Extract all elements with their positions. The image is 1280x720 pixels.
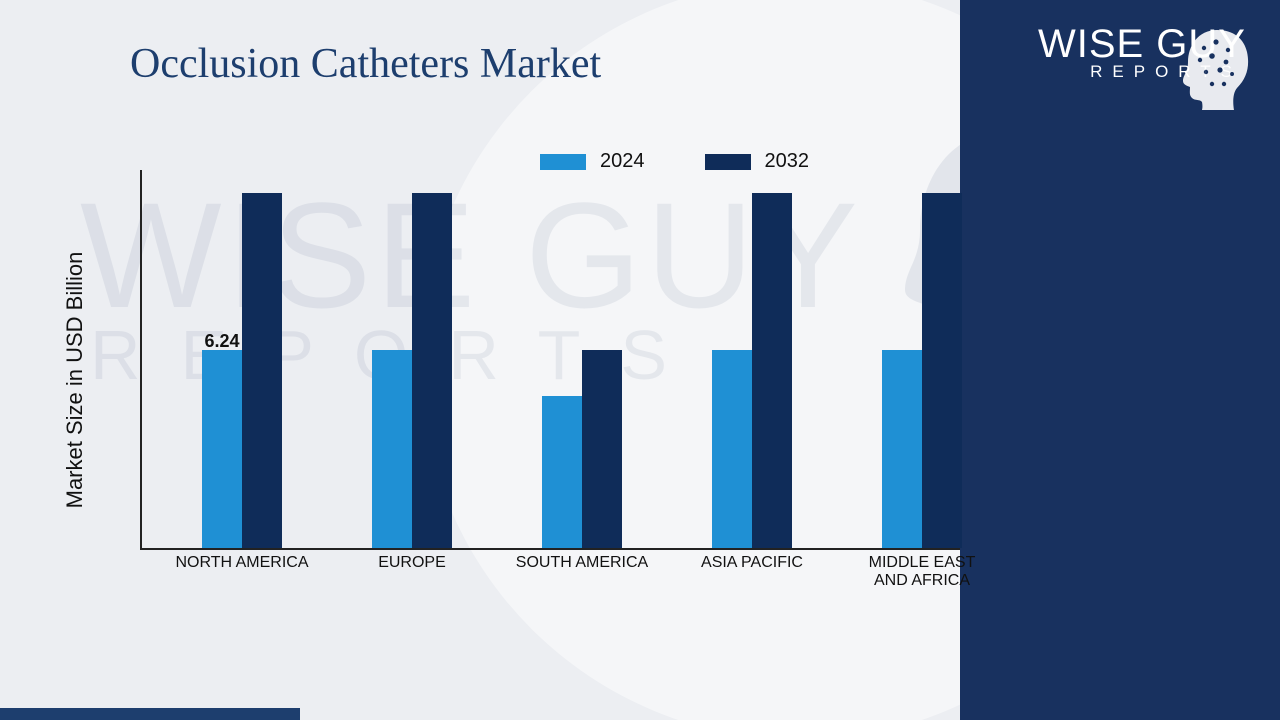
logo-head-icon	[1182, 28, 1252, 110]
category-label: NORTH AMERICA	[172, 554, 312, 572]
brand-logo: WISE GUY REPORTS	[986, 24, 1246, 82]
bar-2024	[542, 396, 582, 548]
bar-2024	[712, 350, 752, 548]
bar-2032	[582, 350, 622, 548]
category-label: ASIA PACIFIC	[682, 554, 822, 572]
category-label: SOUTH AMERICA	[512, 554, 652, 572]
bar-2032	[242, 193, 282, 548]
legend-swatch-2032	[705, 154, 751, 170]
value-label: 6.24	[204, 331, 239, 352]
chart: Market Size in USD Billion NORTH AMERICA…	[100, 170, 960, 590]
page-title: Occlusion Catheters Market	[130, 40, 601, 88]
bar-2032	[922, 193, 962, 548]
bar-group: EUROPE	[372, 193, 452, 548]
bar-2024	[202, 350, 242, 548]
bar-2024	[882, 350, 922, 548]
plot-area: NORTH AMERICA EUROPE SOUTH AMERICA ASIA PAC…	[140, 170, 960, 550]
stage: WISE GUY REPORTS Occlusion Catheters Mar…	[0, 0, 1280, 720]
bar-group: ASIA PACIFIC	[712, 193, 792, 548]
bar-2024	[372, 350, 412, 548]
bottom-left-accent	[0, 708, 300, 720]
category-label: MIDDLE EAST AND AFRICA	[852, 554, 992, 591]
bar-group: MIDDLE EAST AND AFRICA	[882, 193, 962, 548]
bar-2032	[752, 193, 792, 548]
bar-group: SOUTH AMERICA	[542, 350, 622, 548]
legend-swatch-2024	[540, 154, 586, 170]
bar-2032	[412, 193, 452, 548]
bar-group: NORTH AMERICA	[202, 193, 282, 548]
y-axis-label: Market Size in USD Billion	[62, 252, 88, 509]
category-label: EUROPE	[342, 554, 482, 572]
